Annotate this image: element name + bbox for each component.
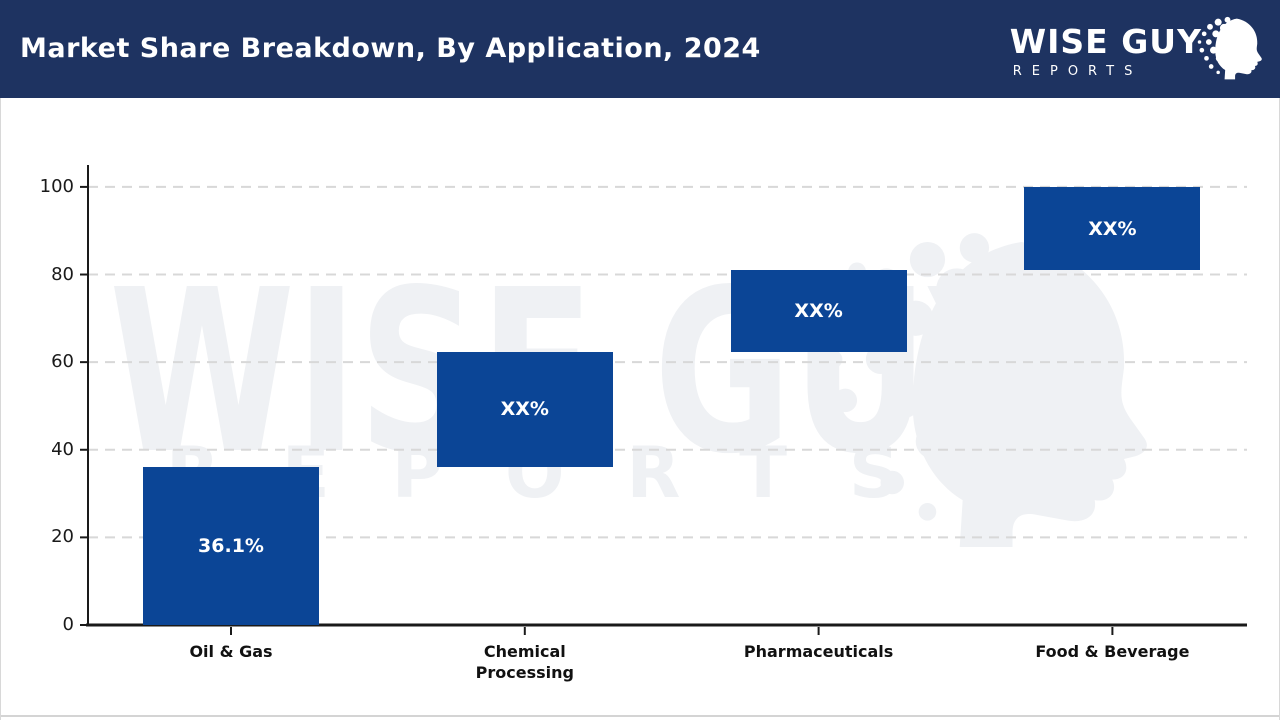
- bar-value-label: XX%: [1088, 217, 1137, 240]
- x-axis-category-label: Oil & Gas: [189, 642, 273, 661]
- bar-chemical-processing: XX%: [436, 352, 613, 467]
- x-axis-category-label: Chemical Processing: [475, 642, 574, 682]
- chart-canvas: WISE GUY REPORTS 0 20 40 60 80 100 36.1% Oil & …: [0, 98, 1280, 720]
- bar-pharmaceuticals: XX%: [730, 270, 907, 353]
- bar-value-label: XX%: [794, 300, 843, 323]
- brand-name: WISE GUY: [1009, 22, 1202, 61]
- bar-value-label: XX%: [500, 398, 549, 421]
- bar-oil-gas: 36.1%: [143, 466, 319, 625]
- dotted-head-icon: [1196, 10, 1266, 92]
- y-axis-tick-label: 0: [62, 614, 74, 635]
- x-axis-category-label: Pharmaceuticals: [743, 642, 894, 661]
- header-bar: Market Share Breakdown, By Application, …: [0, 0, 1280, 98]
- page-title: Market Share Breakdown, By Application, …: [20, 33, 761, 64]
- x-axis-category-label: Food & Beverage: [1035, 642, 1190, 661]
- brand-logo-text: WISE GUY REPORTS: [1009, 22, 1202, 80]
- brand-subtitle: REPORTS: [1012, 64, 1143, 79]
- bar-value-label: 36.1%: [198, 534, 264, 557]
- bottom-divider: [1, 715, 1279, 717]
- y-axis-tick-label: 20: [51, 526, 74, 548]
- y-axis-tick-label: 40: [51, 438, 74, 460]
- bar-food-beverage: XX%: [1024, 186, 1201, 271]
- y-axis-tick-label: 80: [51, 263, 74, 285]
- y-axis-tick-label: 60: [51, 351, 74, 373]
- brand-logo: WISE GUY REPORTS: [1010, 10, 1266, 92]
- y-axis-tick-label: 100: [39, 175, 74, 197]
